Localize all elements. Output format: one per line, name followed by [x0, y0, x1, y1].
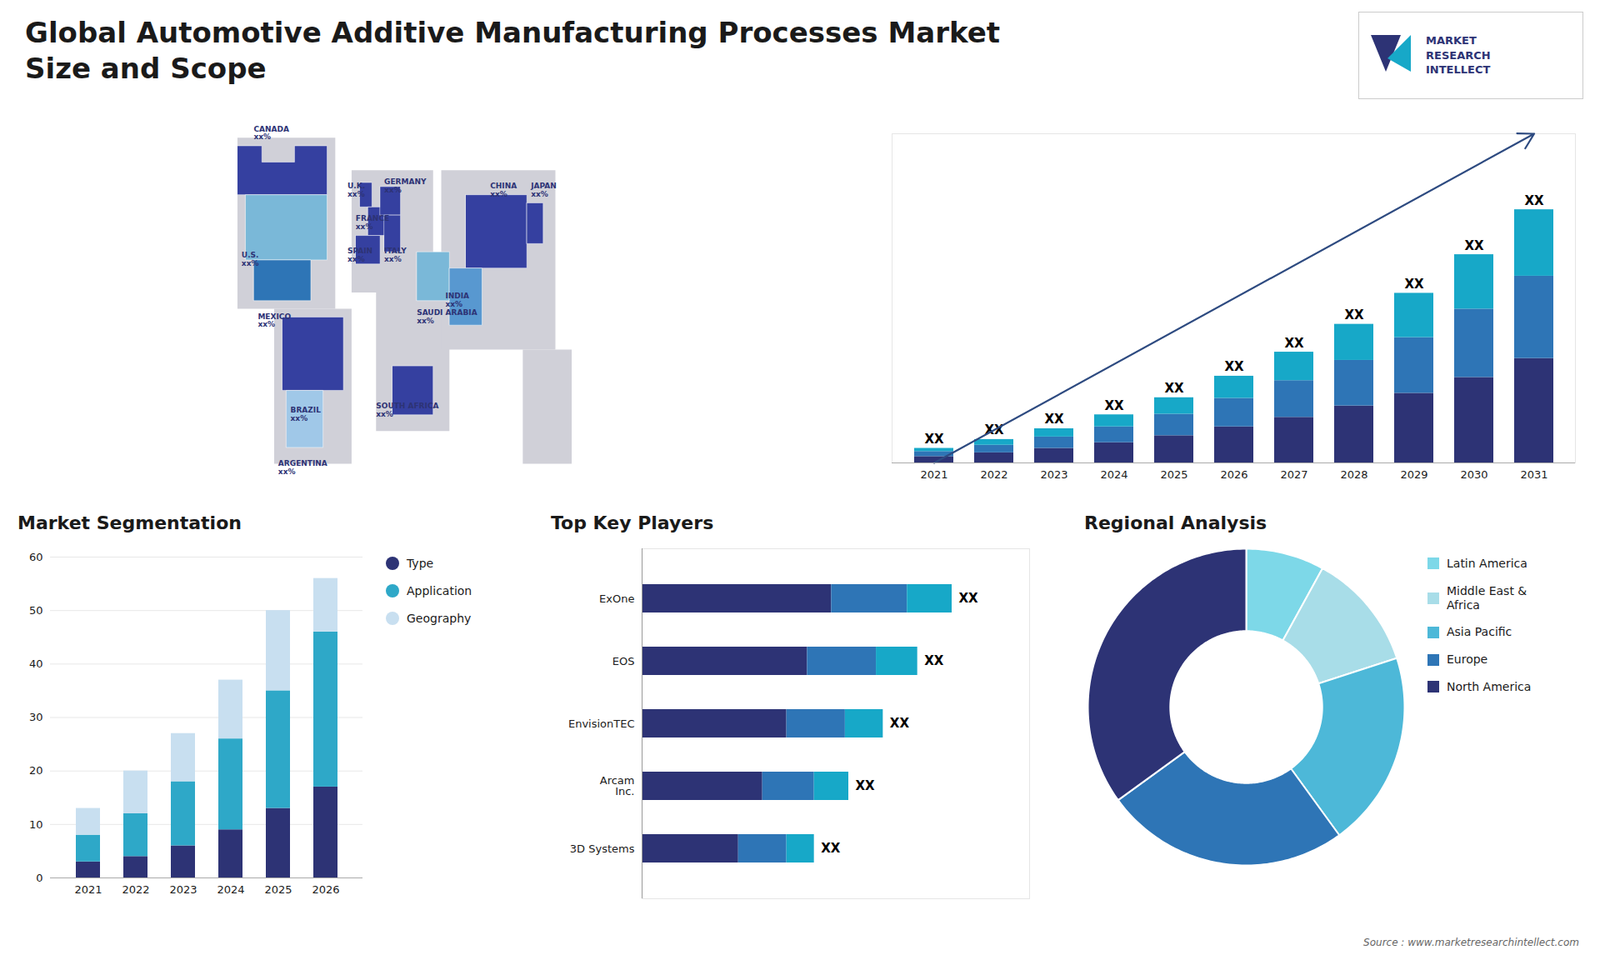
svg-text:50: 50: [29, 604, 44, 617]
svg-text:SAUDI ARABIAxx%: SAUDI ARABIAxx%: [416, 308, 478, 325]
svg-text:XX: XX: [1404, 276, 1425, 292]
svg-text:2030: 2030: [1460, 468, 1488, 481]
svg-text:20: 20: [29, 764, 44, 777]
html-text:Asia Pacific: Asia Pacific: [1446, 625, 1512, 639]
svg-text:XX: XX: [1344, 307, 1365, 323]
svg-text:XX: XX: [1164, 380, 1185, 396]
svg-text:SPAINxx%: SPAINxx%: [347, 246, 373, 264]
svg-text:XX: XX: [1104, 398, 1125, 414]
svg-text:2026: 2026: [1220, 468, 1248, 481]
svg-text:EOS: EOS: [612, 655, 635, 668]
svg-text:XX: XX: [1524, 193, 1545, 209]
svg-text:XX: XX: [924, 653, 945, 669]
html-text:Source : www.marketresearchint: Source : www.marketresearchintellect.com: [1363, 936, 1580, 949]
html-text:Type: Type: [406, 556, 434, 570]
svg-text:XX: XX: [820, 840, 841, 856]
html-text:MARKET RESEARCH INTELLECT: MARKET RESEARCH INTELLECT: [1425, 34, 1491, 77]
svg-text:2021: 2021: [74, 883, 102, 896]
html-text:Latin America: Latin America: [1446, 556, 1528, 570]
svg-text:XX: XX: [855, 778, 876, 794]
svg-text:ARGENTINAxx%: ARGENTINAxx%: [278, 459, 328, 476]
svg-text:XX: XX: [1284, 335, 1305, 351]
svg-text:2022: 2022: [980, 468, 1008, 481]
svg-text:0: 0: [35, 871, 43, 885]
svg-text:2028: 2028: [1340, 468, 1368, 481]
svg-text:ExOne: ExOne: [599, 592, 635, 605]
html-text:Top Key Players: Top Key Players: [550, 512, 714, 534]
svg-text:CHINAxx%: CHINAxx%: [490, 181, 517, 199]
svg-text:2025: 2025: [264, 883, 292, 896]
svg-text:2021: 2021: [920, 468, 948, 481]
svg-text:FRANCExx%: FRANCExx%: [355, 214, 390, 231]
svg-text:XX: XX: [924, 431, 945, 447]
svg-text:10: 10: [29, 817, 44, 830]
html-text:Market Segmentation: Market Segmentation: [17, 512, 242, 534]
svg-text:2023: 2023: [1040, 468, 1068, 481]
svg-text:60: 60: [29, 550, 44, 564]
svg-text:2031: 2031: [1520, 468, 1548, 481]
html-text:North America: North America: [1446, 680, 1532, 694]
svg-text:SOUTH AFRICAxx%: SOUTH AFRICAxx%: [375, 401, 439, 419]
svg-text:ITALYxx%: ITALYxx%: [384, 246, 407, 264]
svg-text:2022: 2022: [121, 883, 150, 896]
svg-text:2029: 2029: [1400, 468, 1428, 481]
svg-text:XX: XX: [1224, 359, 1245, 375]
svg-text:2026: 2026: [311, 883, 340, 896]
svg-text:2023: 2023: [169, 883, 197, 896]
html-text:Global Automotive Additive Man: Global Automotive Additive Manufacturing…: [25, 15, 1000, 85]
svg-text:XX: XX: [959, 590, 980, 606]
html-text:Regional Analysis: Regional Analysis: [1084, 512, 1267, 534]
svg-text:40: 40: [29, 657, 44, 670]
svg-text:INDIAxx%: INDIAxx%: [445, 291, 470, 309]
svg-text:CANADAxx%: CANADAxx%: [254, 125, 290, 142]
svg-text:3D Systems: 3D Systems: [570, 842, 635, 855]
html-text:Europe: Europe: [1446, 652, 1488, 666]
svg-text:GERMANYxx%: GERMANYxx%: [384, 177, 427, 195]
svg-text:2027: 2027: [1280, 468, 1308, 481]
svg-text:30: 30: [29, 710, 44, 724]
svg-text:XX: XX: [984, 422, 1004, 438]
svg-text:BRAZILxx%: BRAZILxx%: [290, 405, 322, 423]
svg-text:2024: 2024: [1100, 468, 1128, 481]
svg-text:2025: 2025: [1160, 468, 1188, 481]
svg-text:ArcamInc.: ArcamInc.: [600, 774, 635, 798]
svg-text:XX: XX: [890, 715, 910, 731]
svg-text:XX: XX: [1044, 411, 1065, 427]
svg-text:U.K.xx%: U.K.xx%: [347, 181, 365, 199]
svg-text:U.S.xx%: U.S.xx%: [241, 250, 260, 268]
svg-text:JAPANxx%: JAPANxx%: [530, 181, 557, 199]
svg-text:EnvisionTEC: EnvisionTEC: [568, 717, 635, 730]
svg-text:MEXICOxx%: MEXICOxx%: [257, 312, 291, 330]
html-text:Geography: Geography: [406, 611, 472, 625]
svg-text:2024: 2024: [216, 883, 245, 896]
html-text:Middle East & Africa: Middle East & Africa: [1446, 584, 1527, 612]
html-text:Application: Application: [406, 584, 472, 598]
svg-text:XX: XX: [1464, 238, 1485, 254]
